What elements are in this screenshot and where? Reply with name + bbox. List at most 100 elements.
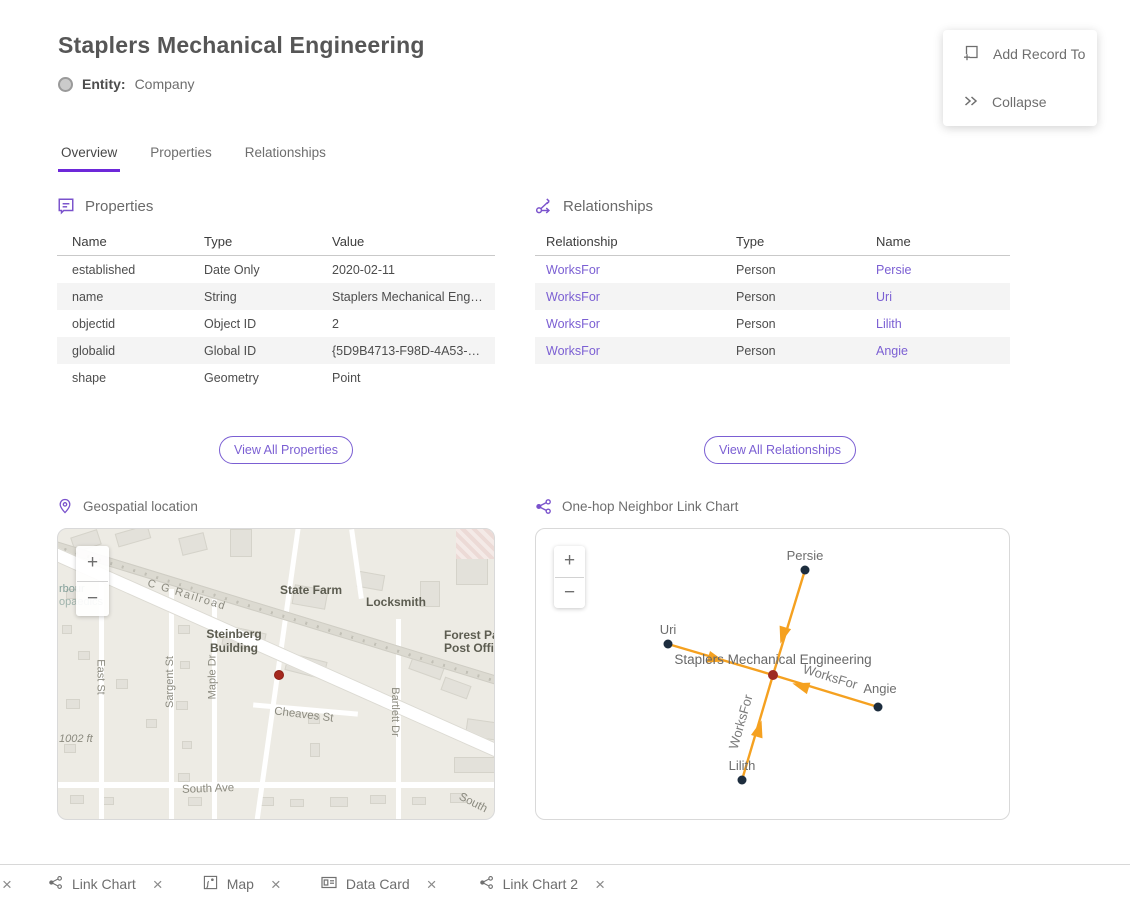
table-row: WorksFor Person Uri: [535, 283, 1010, 310]
street: [58, 782, 494, 788]
link-chart-svg: WorksFor WorksFor Persie Uri Angie Lilit…: [660, 548, 897, 785]
node-label: Lilith: [729, 758, 756, 773]
view-tab-link-chart[interactable]: Link Chart ×: [48, 875, 163, 893]
link-chart-icon: [535, 498, 552, 515]
view-tab-data-card[interactable]: Data Card ×: [321, 875, 437, 893]
map-label: Forest Par: [444, 628, 494, 642]
entity-link[interactable]: Persie: [876, 262, 912, 277]
map-label: Steinberg: [206, 627, 262, 641]
tab-overview[interactable]: Overview: [58, 141, 121, 172]
close-tab-icon[interactable]: ×: [270, 874, 281, 894]
map-canvas[interactable]: rbour opaedics C G Railroad State Farm L…: [57, 528, 495, 820]
map-icon: [203, 875, 218, 893]
node-label: Persie: [787, 548, 824, 563]
relationships-section-title: Relationships: [563, 197, 654, 215]
link-chart-canvas[interactable]: WorksFor WorksFor Persie Uri Angie Lilit…: [535, 528, 1010, 820]
col-value: Value: [332, 234, 365, 249]
view-tab-map[interactable]: Map ×: [203, 875, 281, 893]
street: [169, 589, 174, 819]
view-tab-label: Link Chart: [71, 876, 136, 892]
node-label: Uri: [660, 622, 677, 637]
zoom-out-button[interactable]: −: [563, 581, 576, 603]
center-node-label: Staplers Mechanical Engineering: [674, 652, 871, 667]
entity-link[interactable]: Lilith: [876, 316, 902, 331]
street: [349, 529, 364, 600]
view-tab-label: Map: [226, 876, 254, 892]
map-pin-icon: [57, 498, 73, 514]
col-type: Type: [736, 234, 765, 249]
entity-row: Entity: Company: [58, 76, 194, 92]
close-tab-icon[interactable]: ×: [152, 874, 163, 894]
street: [396, 619, 401, 819]
view-tab-link-chart-2[interactable]: Link Chart 2 ×: [479, 875, 605, 893]
data-card-icon: [321, 875, 337, 893]
relationship-link[interactable]: WorksFor: [546, 289, 600, 304]
view-tab-bar: × Link Chart ×: [0, 864, 1130, 903]
relationship-link[interactable]: WorksFor: [546, 262, 600, 277]
table-row: shape Geometry Point: [72, 370, 361, 385]
add-record-icon: [963, 44, 980, 64]
link-chart-icon: [479, 875, 494, 893]
tab-relationships[interactable]: Relationships: [244, 145, 326, 160]
entity-location-point[interactable]: [274, 670, 284, 680]
street: [99, 569, 104, 819]
properties-icon: [57, 197, 75, 215]
properties-section-header: Properties: [57, 197, 153, 215]
relationships-table-header: Relationship Type Name: [535, 228, 1010, 256]
map-label: South Ave: [181, 782, 235, 796]
table-row: established Date Only 2020-02-11: [72, 262, 396, 277]
add-record-label: Add Record To: [993, 46, 1086, 62]
tab-properties[interactable]: Properties: [150, 145, 212, 160]
col-name: Name: [72, 234, 107, 249]
table-row: objectid Object ID 2: [72, 316, 339, 331]
properties-section-title: Properties: [85, 197, 154, 215]
view-all-relationships-button[interactable]: View All Relationships: [704, 436, 857, 464]
page-title: Staplers Mechanical Engineering: [58, 32, 425, 58]
relationships-table: Relationship Type Name WorksFor Person P…: [535, 228, 1010, 364]
node-uri[interactable]: [663, 639, 673, 649]
context-menu: Add Record To Collapse: [943, 30, 1097, 126]
properties-table: Name Type Value established Date Only 20…: [57, 228, 495, 391]
zoom-in-button[interactable]: +: [86, 552, 99, 574]
geospatial-section-header: Geospatial location: [57, 498, 198, 514]
col-relationship: Relationship: [546, 234, 618, 249]
relationships-icon: [535, 197, 553, 215]
edge-arrows: [706, 625, 811, 739]
collapse-menu-item[interactable]: Collapse: [943, 78, 1097, 126]
node-persie[interactable]: [800, 565, 810, 575]
col-type: Type: [204, 234, 233, 249]
detail-tabs: Overview Properties Relationships: [58, 141, 329, 172]
edge-label-worksfor: WorksFor: [726, 692, 756, 751]
map-label: Locksmith: [366, 595, 427, 609]
map-label: Post Offic: [444, 641, 494, 655]
map-label: Bartlett Dr: [388, 687, 401, 737]
zoom-in-button[interactable]: +: [563, 550, 576, 572]
map-label: State Farm: [280, 583, 343, 597]
view-all-properties-button[interactable]: View All Properties: [219, 436, 353, 464]
close-tab-icon[interactable]: ×: [595, 874, 606, 894]
entity-link[interactable]: Angie: [876, 343, 908, 358]
entity-type-icon: [58, 76, 73, 92]
entity-link[interactable]: Uri: [876, 289, 892, 304]
node-center-entity[interactable]: [768, 670, 778, 680]
node-label: Angie: [863, 681, 896, 696]
col-name: Name: [876, 234, 911, 249]
map-label: Sargent St: [163, 656, 176, 708]
relationship-link[interactable]: WorksFor: [546, 316, 600, 331]
node-lilith[interactable]: [737, 775, 747, 785]
add-record-to-menu-item[interactable]: Add Record To: [943, 30, 1097, 78]
map-hatch-area: [456, 529, 494, 559]
node-angie[interactable]: [873, 702, 883, 712]
relationship-link[interactable]: WorksFor: [546, 343, 600, 358]
view-tab-label: Data Card: [345, 876, 410, 892]
close-tab-icon[interactable]: ×: [426, 874, 437, 894]
zoom-out-button[interactable]: −: [86, 587, 99, 609]
map-scale-text: 1002 ft: [59, 733, 93, 745]
table-row: WorksFor Person Persie: [535, 256, 1010, 283]
close-tab-icon[interactable]: ×: [2, 874, 12, 894]
map-zoom-control: + −: [76, 546, 109, 616]
chart-zoom-control: + −: [554, 546, 585, 608]
table-row: name String Staplers Mechanical Eng…: [57, 283, 495, 310]
properties-table-header: Name Type Value: [57, 228, 495, 256]
